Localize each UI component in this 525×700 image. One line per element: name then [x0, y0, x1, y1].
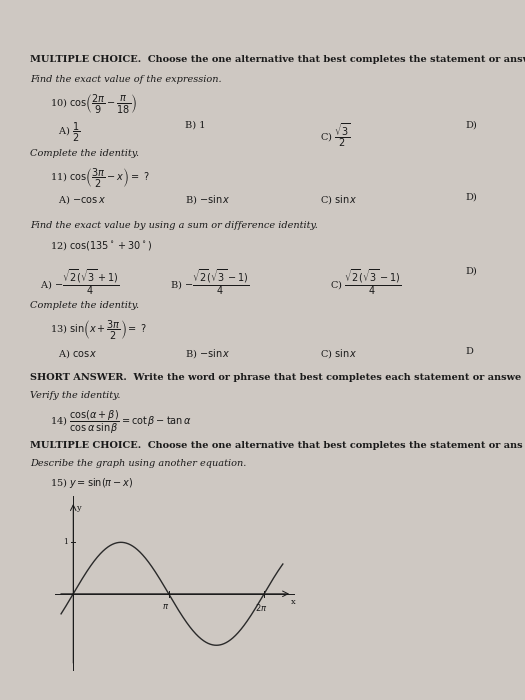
Text: B) 1: B) 1 [185, 121, 205, 130]
Text: 12) $\cos(135^\circ + 30^\circ)$: 12) $\cos(135^\circ + 30^\circ)$ [50, 239, 152, 252]
Text: x: x [290, 598, 295, 606]
Text: 10) $\cos\!\left(\dfrac{2\pi}{9} - \dfrac{\pi}{18}\right)$: 10) $\cos\!\left(\dfrac{2\pi}{9} - \dfra… [50, 93, 137, 116]
Text: D): D) [465, 193, 477, 202]
Text: 14) $\dfrac{\cos(\alpha + \beta)}{\cos\alpha\,\sin\beta} = \cot\beta - \tan\alph: 14) $\dfrac{\cos(\alpha + \beta)}{\cos\a… [50, 409, 192, 436]
Text: Complete the identity.: Complete the identity. [30, 301, 139, 310]
Text: A) $-\dfrac{\sqrt{2}(\sqrt{3}+1)}{4}$: A) $-\dfrac{\sqrt{2}(\sqrt{3}+1)}{4}$ [40, 267, 119, 297]
Text: D: D [465, 347, 473, 356]
Text: C) $\dfrac{\sqrt{2}(\sqrt{3}-1)}{4}$: C) $\dfrac{\sqrt{2}(\sqrt{3}-1)}{4}$ [330, 267, 401, 297]
Text: D): D) [465, 121, 477, 130]
Text: $2\pi$: $2\pi$ [255, 601, 267, 612]
Text: MULTIPLE CHOICE.  Choose the one alternative that best completes the statement o: MULTIPLE CHOICE. Choose the one alternat… [30, 441, 522, 450]
Text: $\pi$: $\pi$ [162, 601, 169, 610]
Text: C) $\sin x$: C) $\sin x$ [320, 347, 358, 360]
Text: 13) $\sin\!\left(x + \dfrac{3\pi}{2}\right) = \;?$: 13) $\sin\!\left(x + \dfrac{3\pi}{2}\rig… [50, 319, 147, 342]
Text: MULTIPLE CHOICE.  Choose the one alternative that best completes the statement o: MULTIPLE CHOICE. Choose the one alternat… [30, 55, 525, 64]
Text: A) $\dfrac{1}{2}$: A) $\dfrac{1}{2}$ [58, 121, 80, 144]
Text: Describe the graph using another equation.: Describe the graph using another equatio… [30, 459, 246, 468]
Text: B) $-\sin x$: B) $-\sin x$ [185, 347, 230, 360]
Text: C) $\dfrac{\sqrt{3}}{2}$: C) $\dfrac{\sqrt{3}}{2}$ [320, 121, 351, 148]
Text: B) $-\dfrac{\sqrt{2}(\sqrt{3}-1)}{4}$: B) $-\dfrac{\sqrt{2}(\sqrt{3}-1)}{4}$ [170, 267, 249, 297]
Text: 1: 1 [63, 538, 68, 546]
Text: 15) $y = \sin(\pi - x)$: 15) $y = \sin(\pi - x)$ [50, 476, 133, 490]
Text: y: y [76, 504, 80, 512]
Text: Complete the identity.: Complete the identity. [30, 149, 139, 158]
Text: C) $\sin x$: C) $\sin x$ [320, 193, 358, 206]
Text: SHORT ANSWER.  Write the word or phrase that best completes each statement or an: SHORT ANSWER. Write the word or phrase t… [30, 373, 521, 382]
Text: 11) $\cos\!\left(\dfrac{3\pi}{2} - x\right) = \;?$: 11) $\cos\!\left(\dfrac{3\pi}{2} - x\rig… [50, 167, 150, 190]
Text: Find the exact value of the expression.: Find the exact value of the expression. [30, 75, 222, 84]
Text: A) $\cos x$: A) $\cos x$ [58, 347, 98, 360]
Text: Find the exact value by using a sum or difference identity.: Find the exact value by using a sum or d… [30, 221, 318, 230]
Text: Verify the identity.: Verify the identity. [30, 391, 121, 400]
Text: B) $-\sin x$: B) $-\sin x$ [185, 193, 230, 206]
Text: A) $-\cos x$: A) $-\cos x$ [58, 193, 106, 206]
Text: D): D) [465, 267, 477, 276]
